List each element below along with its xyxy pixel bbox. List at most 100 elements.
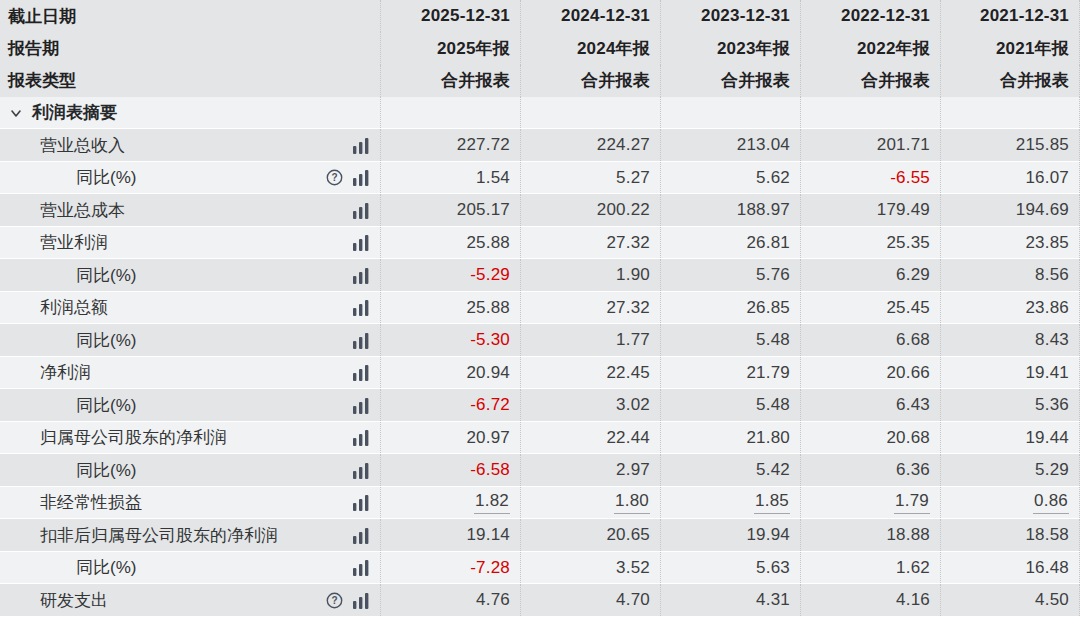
value: 6.29 [896,265,930,285]
value: 20.97 [466,428,510,448]
bar-chart-icon[interactable] [352,462,371,479]
value-cell: 27.32 [520,292,660,324]
value-cell: 1.90 [520,259,660,291]
value: 3.02 [616,395,650,415]
bar-chart-icon[interactable] [352,267,371,284]
value-cell: 16.48 [940,552,1080,584]
help-icon[interactable]: ? [326,169,343,186]
value-cell: 4.50 [940,584,1080,616]
value-cell: 25.35 [800,227,940,259]
value-cell: 21.79 [660,357,800,389]
value: 1.85 [754,491,790,514]
value: 6.36 [896,460,930,480]
bar-chart-icon[interactable] [352,494,371,511]
value: 19.94 [746,525,790,545]
value: 5.48 [756,330,790,350]
bar-chart-icon[interactable] [352,364,371,381]
value-cell: 23.85 [940,227,1080,259]
bar-chart-icon[interactable] [352,169,371,186]
value: 18.58 [1025,525,1069,545]
table-row: 同比(%)-5.301.775.486.688.43 [0,324,1080,357]
value: 1.80 [614,491,650,514]
value: 19.44 [1025,428,1069,448]
value-cell: 4.70 [520,584,660,616]
value-cell: 1.80 [520,487,660,519]
value: 1.82 [474,491,510,514]
value: 4.16 [896,590,930,610]
value-cell: 201.71 [800,129,940,161]
value: 20.65 [606,525,650,545]
bar-chart-icon[interactable] [352,137,371,154]
header-cell-date: 2022-12-31 [800,0,940,32]
value: 5.62 [756,168,790,188]
row-label: 营业总成本 [0,199,125,222]
bar-chart-icon[interactable] [352,592,371,609]
value-cell: 19.44 [940,422,1080,454]
row-label: 营业总收入 [0,134,125,157]
bar-chart-icon[interactable] [352,332,371,349]
chevron-down-icon[interactable] [9,106,23,120]
header-line-type: 报表类型合并报表合并报表合并报表合并报表合并报表 [0,65,1080,97]
value-cell: 22.45 [520,357,660,389]
row-label: 营业利润 [0,231,108,254]
value-cell: 3.52 [520,552,660,584]
value: 25.88 [466,298,510,318]
table-row: 扣非后归属母公司股东的净利润19.1420.6519.9418.8818.58 [0,519,1080,552]
value: 22.45 [606,363,650,383]
value: 1.77 [616,330,650,350]
bar-chart-icon[interactable] [352,559,371,576]
value: 4.50 [1035,590,1069,610]
bar-chart-icon[interactable] [352,299,371,316]
value: -6.55 [890,168,930,188]
value: 1.62 [896,558,930,578]
value-cell: 26.85 [660,292,800,324]
value-cell: 20.66 [800,357,940,389]
row-icons [352,202,371,219]
value: 19.14 [466,525,510,545]
value-cell: 6.43 [800,389,940,421]
row-label-cell: 营业利润 [0,227,380,259]
row-icons [352,137,371,154]
table-row: 营业总收入227.72224.27213.04201.71215.85 [0,129,1080,162]
header-cell-type: 合并报表 [800,65,940,97]
row-label-cell: 利润总额 [0,292,380,324]
row-label: 归属母公司股东的净利润 [0,426,227,449]
bar-chart-icon[interactable] [352,429,371,446]
value-cell: -7.28 [380,552,520,584]
row-label: 同比(%) [0,264,136,287]
header-cell-type: 合并报表 [520,65,660,97]
value-cell: 194.69 [940,194,1080,226]
value: 205.17 [457,200,510,220]
value: 5.48 [756,395,790,415]
row-label-cell: 归属母公司股东的净利润 [0,422,380,454]
value: -5.30 [470,330,510,350]
value-cell: -5.29 [380,259,520,291]
value: 188.97 [737,200,790,220]
value: 5.76 [756,265,790,285]
value: -6.58 [470,460,510,480]
value-cell: 18.88 [800,519,940,551]
bar-chart-icon[interactable] [352,234,371,251]
row-label: 同比(%) [0,329,136,352]
financial-summary-table: 截止日期2025-12-312024-12-312023-12-312022-1… [0,0,1080,617]
value: 179.49 [877,200,930,220]
value-cell: 21.80 [660,422,800,454]
bar-chart-icon[interactable] [352,527,371,544]
value-cell: 19.94 [660,519,800,551]
row-label-cell: 同比(%) [0,259,380,291]
value-cell: 16.07 [940,162,1080,194]
value: 25.35 [886,233,930,253]
value: 1.90 [616,265,650,285]
value-cell: 6.29 [800,259,940,291]
section-row-income-statement[interactable]: 利润表摘要 [0,97,1080,130]
help-icon[interactable]: ? [326,592,343,609]
row-icons [352,397,371,414]
header-cell-date: 2021-12-31 [940,0,1080,32]
value-cell: 18.58 [940,519,1080,551]
bar-chart-icon[interactable] [352,397,371,414]
value: 25.45 [886,298,930,318]
row-label-cell: 同比(%) [0,324,380,356]
value: 20.68 [886,428,930,448]
value-cell: 5.76 [660,259,800,291]
bar-chart-icon[interactable] [352,202,371,219]
